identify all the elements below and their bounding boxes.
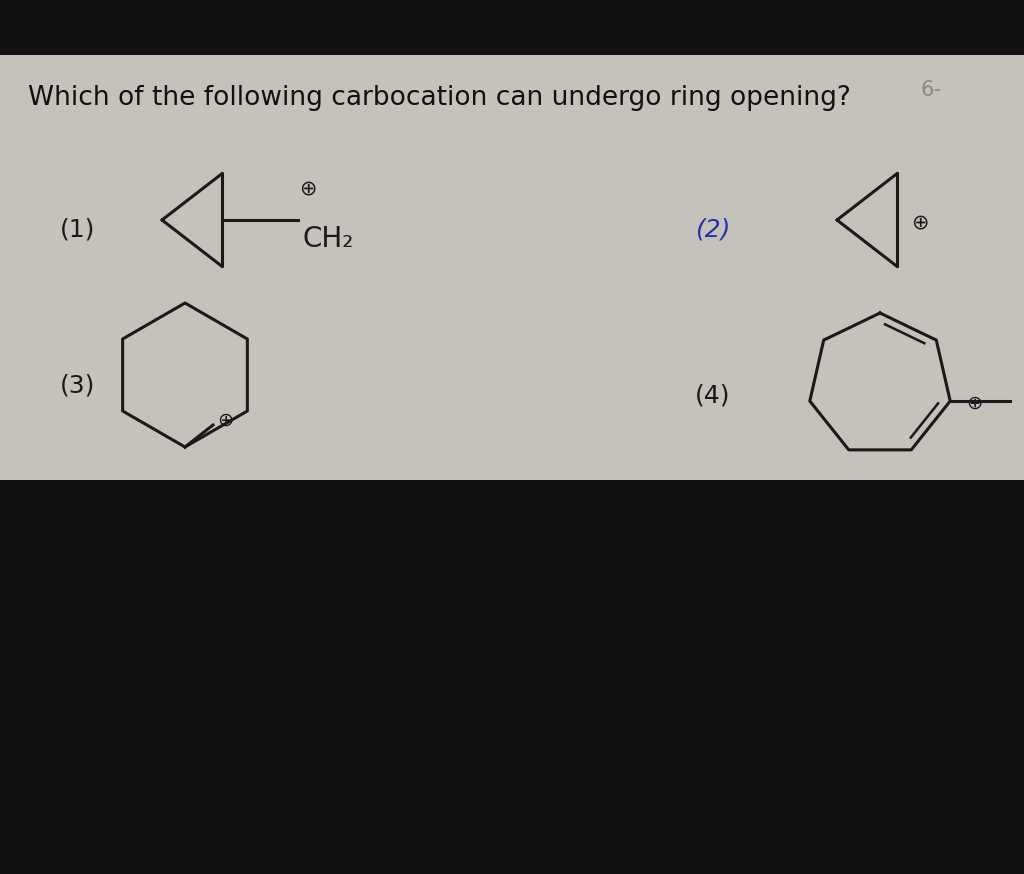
- Text: ⊕: ⊕: [910, 212, 928, 232]
- Text: ⊕: ⊕: [299, 178, 316, 198]
- Text: Which of the following carbocation can undergo ring opening?: Which of the following carbocation can u…: [28, 85, 851, 111]
- Text: 6-: 6-: [920, 80, 941, 100]
- Bar: [0, 55, 1024, 480]
- Text: (4): (4): [695, 383, 730, 407]
- Text: (1): (1): [60, 218, 95, 242]
- Text: CH₂: CH₂: [302, 225, 354, 253]
- Text: (3): (3): [60, 373, 95, 397]
- Text: (2): (2): [695, 218, 730, 242]
- Text: ⊕: ⊕: [966, 393, 982, 413]
- Text: ⊕: ⊕: [217, 411, 233, 429]
